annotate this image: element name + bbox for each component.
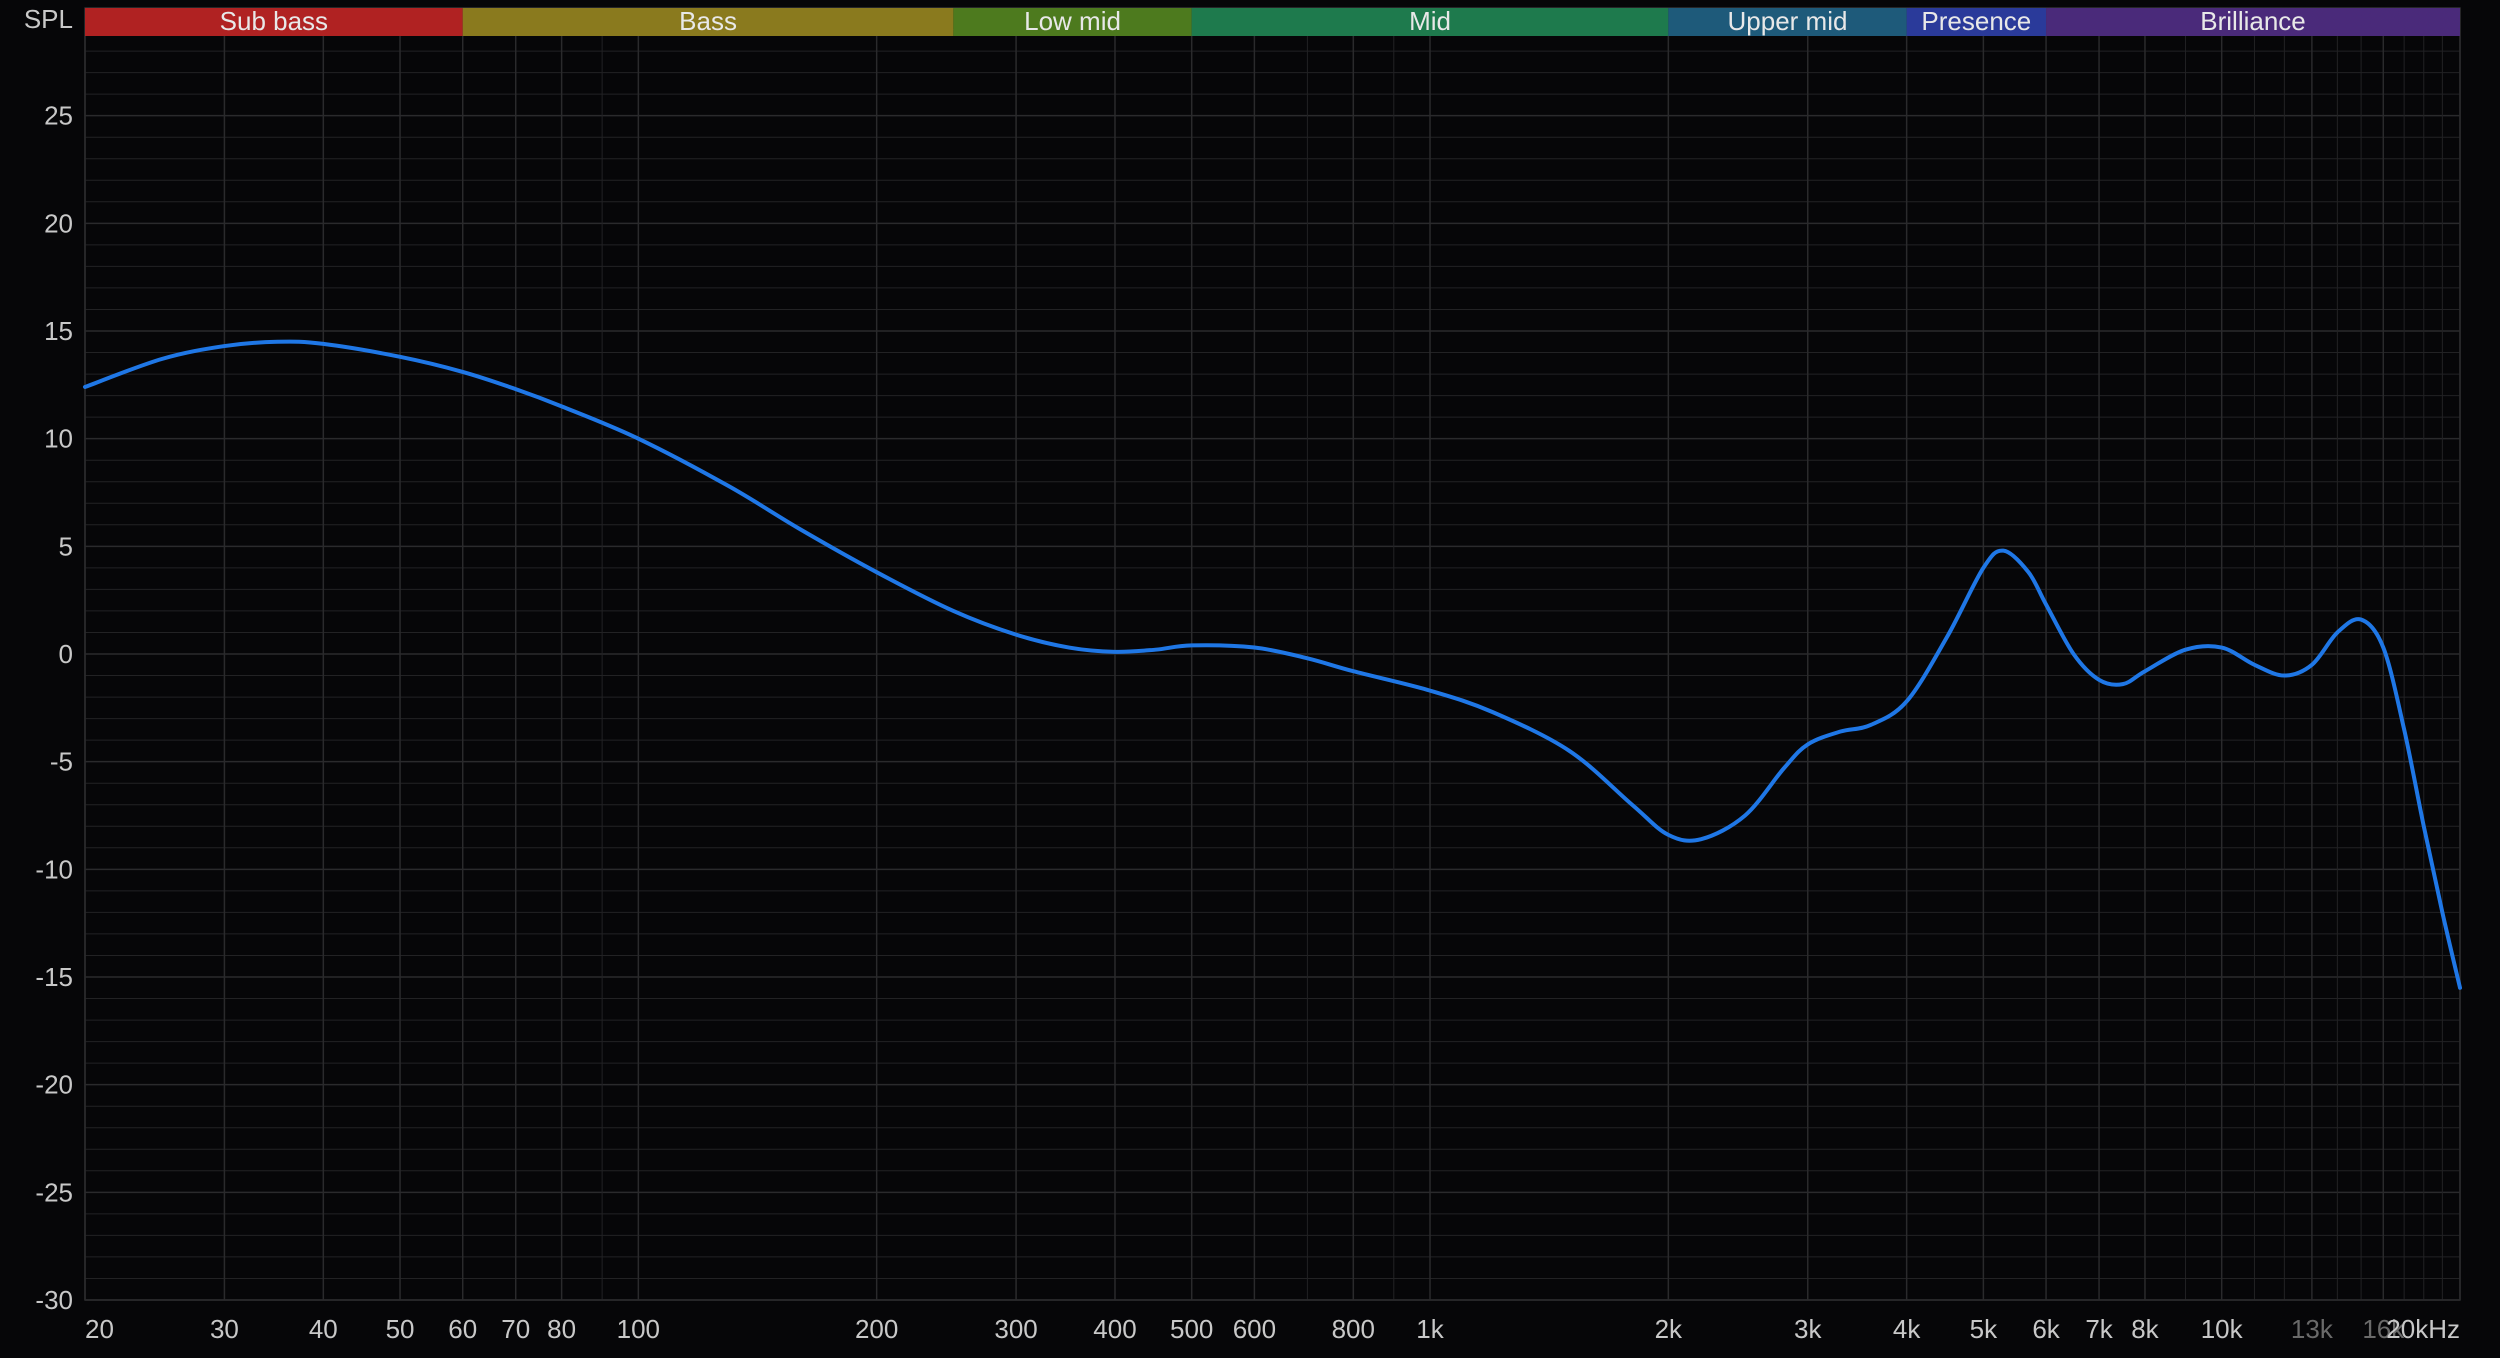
y-tick-label: -30 xyxy=(35,1285,73,1315)
y-tick-label: -15 xyxy=(35,962,73,992)
y-tick-label: 10 xyxy=(44,424,73,454)
chart-svg: Sub bass Bass Low mid Mid Upper mid Presence B… xyxy=(0,0,2500,1358)
y-tick-label: -25 xyxy=(35,1177,73,1207)
x-tick-label: 300 xyxy=(994,1314,1037,1344)
band-label-low-mid: Low mid xyxy=(1024,6,1121,36)
band-label-mid: Mid xyxy=(1409,6,1451,36)
y-axis-title: SPL xyxy=(24,4,73,34)
y-tick-label: -5 xyxy=(50,747,73,777)
y-tick-label: 5 xyxy=(59,531,73,561)
x-tick-label: 800 xyxy=(1332,1314,1375,1344)
band-label-bass: Bass xyxy=(679,6,737,36)
band-label-upper-mid: Upper mid xyxy=(1728,6,1848,36)
band-label-presence: Presence xyxy=(1921,6,2031,36)
gridlines xyxy=(85,8,2460,1300)
x-tick-label: 7k xyxy=(2085,1314,2113,1344)
chart-background xyxy=(0,0,2500,1358)
frequency-bands-bar: Sub bass Bass Low mid Mid Upper mid Presence B… xyxy=(85,6,2460,36)
x-tick-label: 50 xyxy=(386,1314,415,1344)
x-tick-label: 8k xyxy=(2131,1314,2159,1344)
x-tick-label: 20kHz xyxy=(2386,1314,2460,1344)
x-tick-label: 500 xyxy=(1170,1314,1213,1344)
x-tick-label: 600 xyxy=(1233,1314,1276,1344)
y-tick-label: 15 xyxy=(44,316,73,346)
x-tick-label: 80 xyxy=(547,1314,576,1344)
x-tick-label: 13k xyxy=(2291,1314,2334,1344)
x-tick-label: 40 xyxy=(309,1314,338,1344)
frequency-response-chart: Sub bass Bass Low mid Mid Upper mid Presence B… xyxy=(0,0,2500,1358)
x-tick-label: 20 xyxy=(85,1314,114,1344)
x-tick-label: 60 xyxy=(448,1314,477,1344)
x-tick-label: 30 xyxy=(210,1314,239,1344)
x-tick-label: 400 xyxy=(1093,1314,1136,1344)
x-tick-label: 100 xyxy=(617,1314,660,1344)
x-tick-label: 6k xyxy=(2032,1314,2060,1344)
band-label-brilliance: Brilliance xyxy=(2200,6,2306,36)
y-tick-label: -10 xyxy=(35,854,73,884)
x-tick-label: 5k xyxy=(1970,1314,1998,1344)
y-tick-label: 0 xyxy=(59,639,73,669)
y-tick-label: 20 xyxy=(44,208,73,238)
x-tick-label: 3k xyxy=(1794,1314,1822,1344)
x-tick-label: 200 xyxy=(855,1314,898,1344)
x-tick-label: 10k xyxy=(2201,1314,2244,1344)
x-tick-label: 70 xyxy=(501,1314,530,1344)
x-tick-label: 1k xyxy=(1416,1314,1444,1344)
x-tick-label: 4k xyxy=(1893,1314,1921,1344)
band-label-sub-bass: Sub bass xyxy=(220,6,328,36)
x-tick-label: 2k xyxy=(1655,1314,1683,1344)
y-tick-label: -20 xyxy=(35,1070,73,1100)
y-tick-label: 25 xyxy=(44,101,73,131)
